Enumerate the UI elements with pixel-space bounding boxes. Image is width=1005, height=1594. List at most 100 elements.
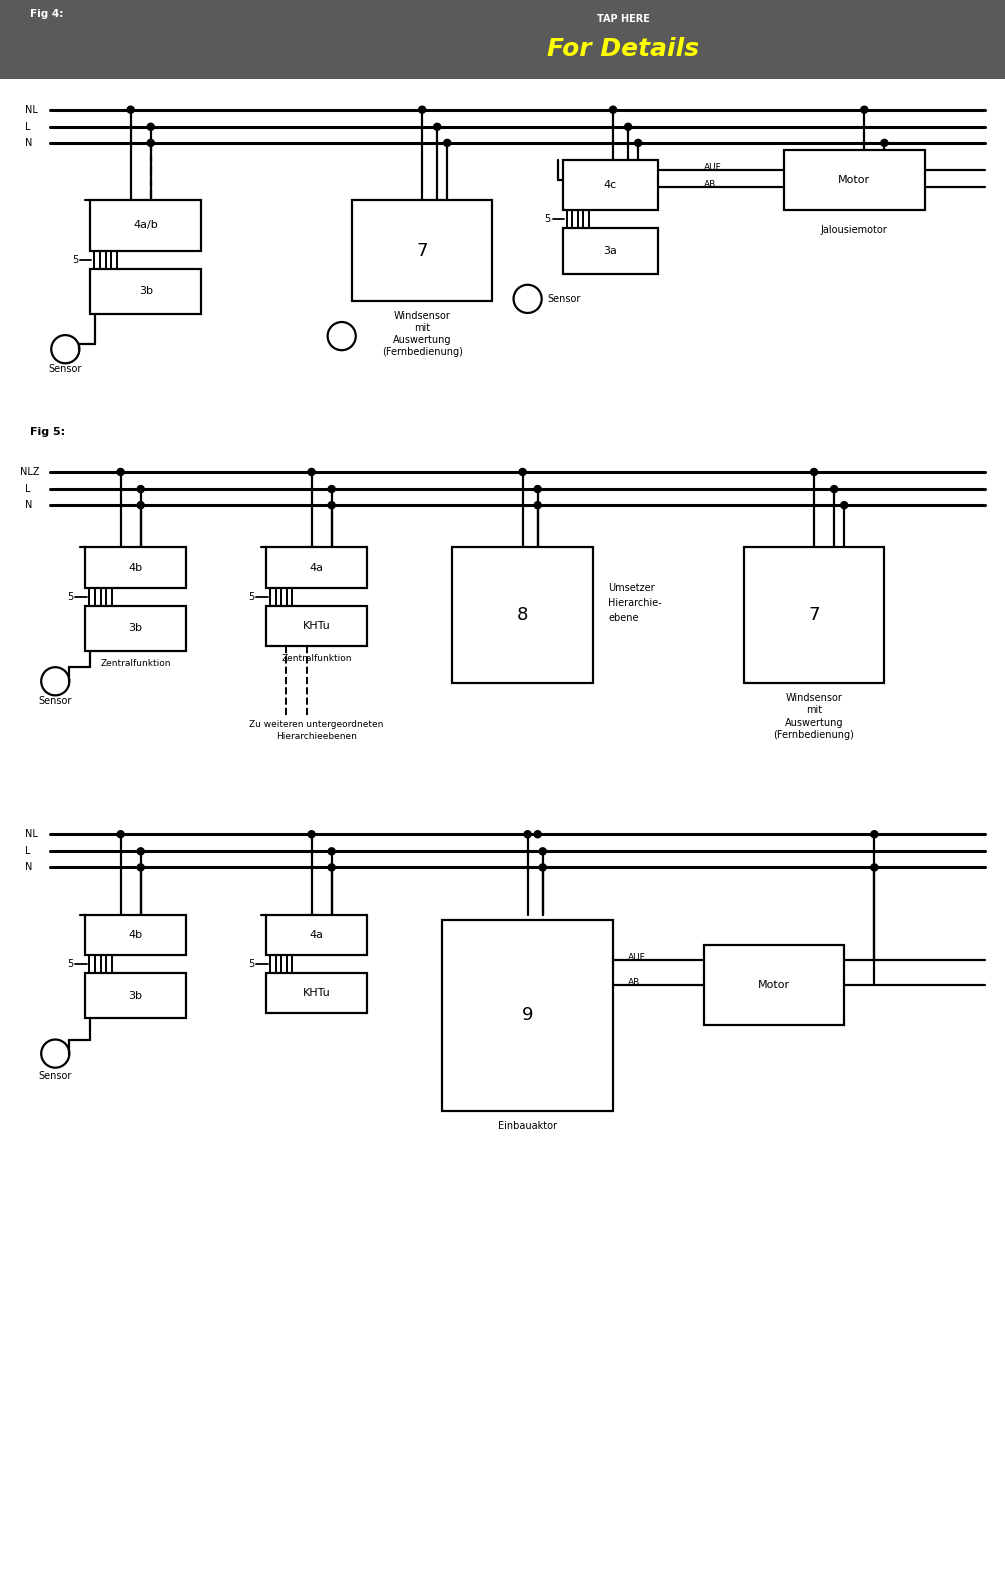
Text: 4a/b: 4a/b [134,220,158,231]
Circle shape [328,486,336,493]
Text: L: L [25,121,30,132]
Circle shape [635,139,642,147]
Text: 7: 7 [808,606,820,625]
Circle shape [539,848,547,854]
Circle shape [535,502,542,508]
Text: 5: 5 [248,960,254,969]
Circle shape [117,469,125,475]
Bar [266,972,367,1014]
Bar [266,606,367,646]
Text: 3b: 3b [129,623,143,633]
Text: Zu weiteren untergeordneten: Zu weiteren untergeordneten [249,720,384,728]
Text: mit: mit [806,706,822,716]
Text: Sensor: Sensor [38,697,72,706]
Circle shape [147,123,155,131]
Bar [352,201,492,301]
Circle shape [328,502,336,508]
Bar [85,972,186,1019]
Text: KHTu: KHTu [303,622,331,631]
Circle shape [860,107,868,113]
Text: Fig 5:: Fig 5: [30,427,65,437]
Text: 4a: 4a [310,929,324,940]
Text: mit: mit [414,324,430,333]
Text: Zentralfunktion: Zentralfunktion [281,654,352,663]
Text: For Details: For Details [547,37,699,61]
Circle shape [117,830,125,838]
Text: Jalousiemotor: Jalousiemotor [821,225,887,236]
Text: NL: NL [25,829,38,838]
Circle shape [539,864,547,870]
Text: 5: 5 [72,255,78,265]
Text: Hierarchie-: Hierarchie- [608,598,661,607]
Bar [266,915,367,955]
Text: AUF: AUF [628,953,646,961]
Circle shape [830,486,838,493]
Bar [784,150,925,210]
Bar [563,159,658,210]
Text: Motor: Motor [838,175,870,185]
Circle shape [137,848,145,854]
Text: 7: 7 [416,242,428,260]
Text: 4c: 4c [604,180,617,190]
Text: NL: NL [25,105,38,115]
Text: 4a: 4a [310,563,324,572]
Text: 3b: 3b [129,991,143,1001]
Text: 4b: 4b [129,929,143,940]
Bar [266,547,367,588]
Text: ebene: ebene [608,612,638,623]
Circle shape [419,107,426,113]
Bar [744,547,884,684]
Circle shape [308,830,316,838]
Text: Auswertung: Auswertung [393,335,451,346]
Text: N: N [25,501,32,510]
Text: KHTu: KHTu [303,988,331,998]
Text: Einbauaktor: Einbauaktor [498,1121,557,1132]
Circle shape [535,486,542,493]
Text: Hierarchieebenen: Hierarchieebenen [276,732,357,741]
Text: AB: AB [704,180,716,188]
Bar [85,915,186,955]
Text: 8: 8 [517,606,529,625]
Circle shape [840,502,848,508]
Circle shape [137,502,145,508]
Text: AUF: AUF [704,163,722,172]
Text: N: N [25,862,32,872]
Text: 5: 5 [545,214,551,225]
Circle shape [609,107,617,113]
Text: 3a: 3a [604,245,617,257]
Circle shape [535,830,542,838]
Text: Umsetzer: Umsetzer [608,583,654,593]
Bar [563,228,658,274]
Text: Zentralfunktion: Zentralfunktion [100,658,171,668]
Circle shape [147,139,155,147]
Text: 5: 5 [248,591,254,603]
Text: 9: 9 [522,1006,534,1025]
Circle shape [444,139,450,147]
Text: Windsensor: Windsensor [786,693,842,703]
Circle shape [519,469,527,475]
Text: Sensor: Sensor [548,293,581,304]
Text: L: L [25,846,30,856]
Text: N: N [25,139,32,148]
Text: Sensor: Sensor [48,365,82,375]
Bar [0,0,1005,80]
Text: Fig 4:: Fig 4: [30,10,63,19]
Text: AB: AB [628,977,640,987]
Text: 4b: 4b [129,563,143,572]
Text: Sensor: Sensor [38,1071,72,1081]
Circle shape [127,107,135,113]
Text: Windsensor: Windsensor [394,311,450,320]
Circle shape [434,123,440,131]
Circle shape [137,486,145,493]
Circle shape [525,830,531,838]
Text: 3b: 3b [139,287,153,296]
Text: Motor: Motor [758,980,790,990]
Bar [442,920,613,1111]
Bar [85,547,186,588]
Circle shape [870,830,878,838]
Circle shape [810,469,818,475]
Text: (Fernbedienung): (Fernbedienung) [382,347,462,357]
Circle shape [624,123,631,131]
Bar [452,547,593,684]
Text: 5: 5 [67,960,73,969]
